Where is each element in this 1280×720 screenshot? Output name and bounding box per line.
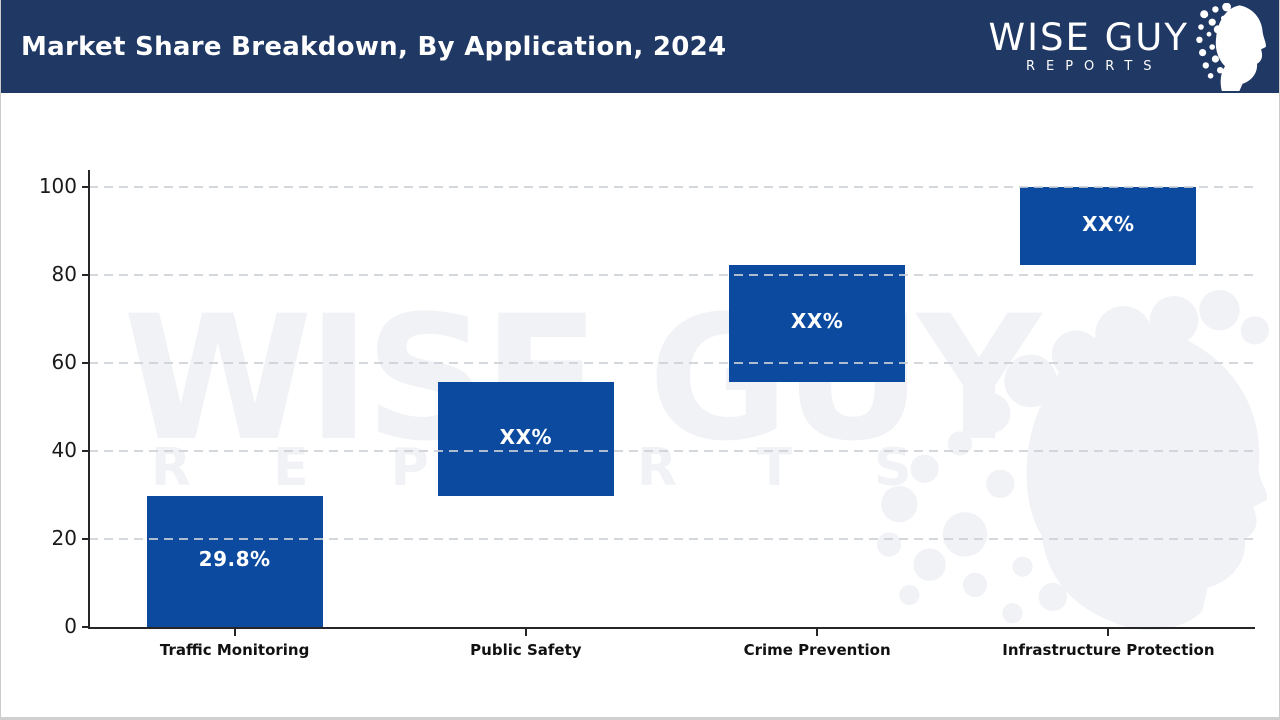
brand-subname: REPORTS xyxy=(1025,59,1163,75)
brand-logo: WISE GUY REPORTS xyxy=(989,0,1271,93)
x-tick-0 xyxy=(233,627,236,636)
x-tick-2 xyxy=(816,627,819,636)
y-tick-label-100: 100 xyxy=(38,174,77,198)
bar-1 xyxy=(437,381,614,496)
header-bar: Market Share Breakdown, By Application, … xyxy=(1,0,1279,93)
brand-head-icon xyxy=(1196,2,1266,91)
x-category-label-2: Crime Prevention xyxy=(743,641,891,659)
y-tick-label-0: 0 xyxy=(64,614,77,638)
gridline-20 xyxy=(89,538,1254,540)
x-category-label-3: Infrastructure Protection xyxy=(1002,641,1215,659)
bar-3 xyxy=(1020,187,1197,265)
x-category-label-0: Traffic Monitoring xyxy=(159,641,310,659)
gridline-60 xyxy=(89,362,1254,364)
y-tick-label-80: 80 xyxy=(51,262,77,286)
y-tick-label-60: 60 xyxy=(51,350,77,374)
bar-value-label-1: XX% xyxy=(499,424,553,449)
gridline-40 xyxy=(89,450,1254,452)
y-axis-line xyxy=(88,170,90,629)
y-tick-40 xyxy=(82,450,89,452)
y-tick-label-20: 20 xyxy=(51,526,77,550)
x-tick-3 xyxy=(1107,627,1110,636)
gridline-100 xyxy=(89,186,1254,188)
gridline-80 xyxy=(89,274,1254,276)
x-category-label-1: Public Safety xyxy=(470,641,582,659)
x-tick-1 xyxy=(524,627,527,636)
y-tick-80 xyxy=(82,274,89,276)
y-tick-20 xyxy=(82,538,89,540)
bar-value-label-2: XX% xyxy=(790,309,844,334)
bar-0 xyxy=(146,495,323,627)
x-axis-line xyxy=(88,627,1255,629)
chart-area: WISE GUY REPORTS 02040608010029.8%Traffi… xyxy=(1,93,1279,717)
watermark-head-icon xyxy=(877,289,1269,631)
y-tick-0 xyxy=(82,626,89,628)
y-tick-60 xyxy=(82,362,89,364)
brand-logo-text: WISE GUY REPORTS xyxy=(988,15,1189,75)
bar-value-label-3: XX% xyxy=(1082,211,1135,236)
y-tick-100 xyxy=(82,186,89,188)
brand-name: WISE GUY xyxy=(988,15,1189,59)
y-tick-label-40: 40 xyxy=(51,438,77,462)
bar-value-label-0: 29.8% xyxy=(198,547,271,572)
page-title: Market Share Breakdown, By Application, … xyxy=(21,31,727,62)
